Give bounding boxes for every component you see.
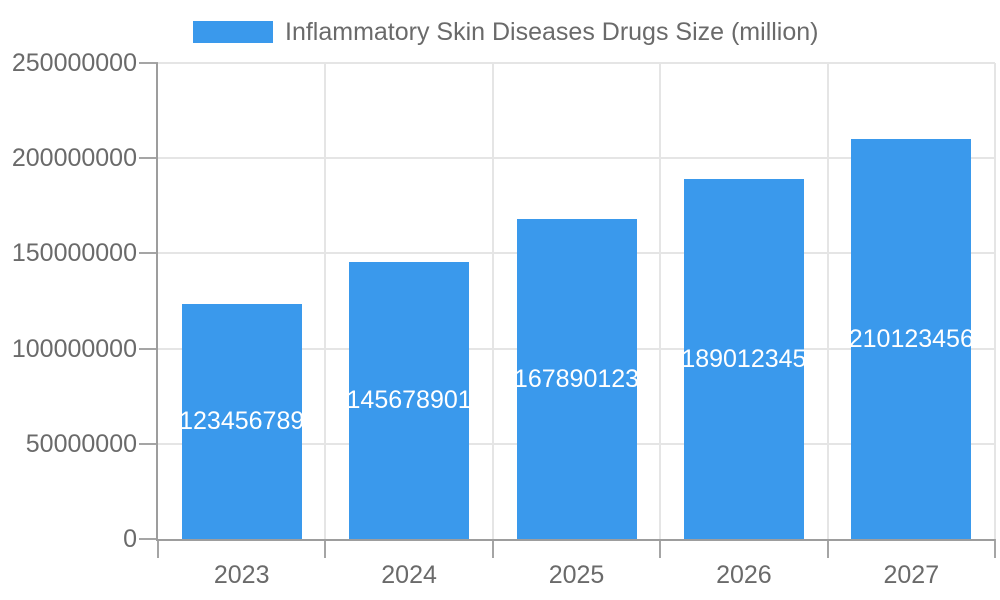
x-tick-mark: [659, 539, 662, 558]
x-axis-line: [156, 539, 995, 541]
bar[interactable]: [851, 138, 972, 539]
x-axis-tick-label: 2023: [213, 561, 270, 589]
y-axis-line: [156, 63, 158, 539]
x-axis-tick-label: 2027: [883, 561, 940, 589]
bar-value-label: 145678901: [346, 386, 472, 415]
x-tick-mark: [826, 539, 829, 558]
y-axis-tick-label: 100000000: [11, 334, 137, 363]
bar[interactable]: [349, 261, 470, 539]
y-gridline: [158, 62, 995, 64]
x-gridline: [491, 63, 494, 539]
y-tick-mark: [139, 347, 158, 350]
y-tick-mark: [139, 538, 158, 540]
x-gridline: [659, 63, 662, 539]
y-tick-mark: [139, 62, 158, 64]
x-tick-mark: [491, 539, 494, 558]
x-axis-tick-label: 2025: [548, 561, 605, 589]
x-tick-mark: [994, 539, 996, 558]
x-axis-tick-label: 2026: [716, 561, 772, 589]
bar[interactable]: [181, 303, 302, 539]
y-axis-tick-label: 250000000: [11, 49, 137, 77]
x-gridline: [826, 63, 829, 539]
bar-value-label: 210123456: [848, 324, 974, 353]
x-tick-mark: [157, 539, 159, 558]
y-axis-tick-label: 0: [123, 525, 137, 553]
y-axis-tick-label: 50000000: [25, 429, 137, 458]
x-gridline: [324, 63, 327, 539]
y-tick-mark: [139, 252, 158, 255]
x-axis-tick-label: 2024: [381, 561, 437, 589]
bar-value-label: 123456789: [179, 407, 305, 436]
x-tick-mark: [324, 539, 327, 558]
legend-item[interactable]: Inflammatory Skin Diseases Drugs Size (m…: [0, 0, 1000, 50]
legend-label: Inflammatory Skin Diseases Drugs Size (m…: [285, 18, 819, 46]
legend-swatch-icon: [193, 21, 273, 43]
bar-value-label: 189012345: [681, 345, 807, 374]
y-tick-mark: [139, 157, 158, 160]
y-axis-tick-label: 200000000: [11, 144, 137, 173]
bar-value-label: 167890123: [513, 365, 640, 394]
bar[interactable]: [683, 179, 804, 539]
x-gridline: [994, 63, 996, 539]
y-tick-mark: [139, 442, 158, 445]
bar[interactable]: [516, 219, 637, 539]
y-axis-tick-label: 150000000: [11, 239, 137, 268]
y-gridline: [158, 157, 995, 160]
